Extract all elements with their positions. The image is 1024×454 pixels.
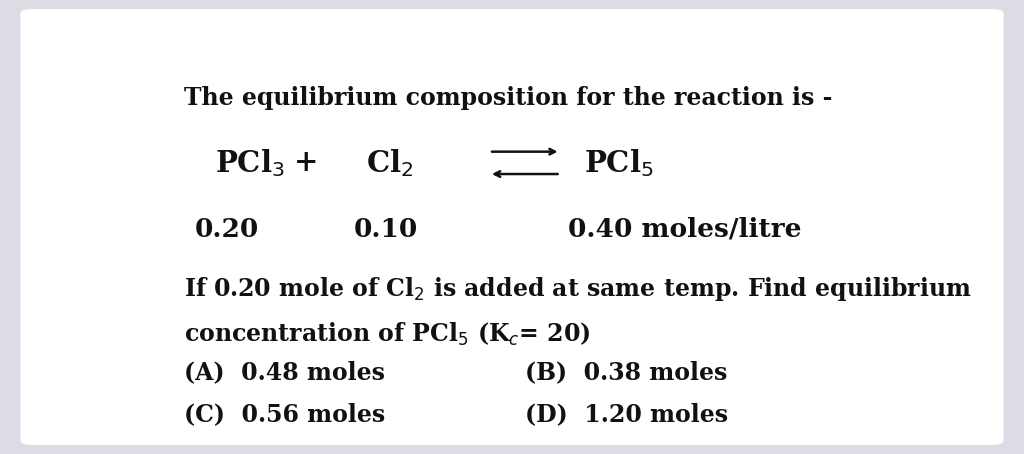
Text: 0.20: 0.20 xyxy=(196,217,259,242)
Text: (A)  0.48 moles: (A) 0.48 moles xyxy=(183,360,385,385)
Text: 0.40 moles/litre: 0.40 moles/litre xyxy=(568,217,802,242)
Text: concentration of PCl$_5$ (K$_c$= 20): concentration of PCl$_5$ (K$_c$= 20) xyxy=(183,321,590,348)
Text: (C)  0.56 moles: (C) 0.56 moles xyxy=(183,403,385,427)
Text: PCl$_5$: PCl$_5$ xyxy=(585,147,654,179)
Text: Cl$_2$: Cl$_2$ xyxy=(367,147,414,179)
Text: PCl$_3$: PCl$_3$ xyxy=(215,147,285,179)
Text: If 0.20 mole of Cl$_2$ is added at same temp. Find equilibrium: If 0.20 mole of Cl$_2$ is added at same … xyxy=(183,275,972,303)
Text: 0.10: 0.10 xyxy=(354,217,418,242)
Text: (D)  1.20 moles: (D) 1.20 moles xyxy=(524,403,728,427)
FancyBboxPatch shape xyxy=(20,9,1004,445)
Text: The equilibrium composition for the reaction is -: The equilibrium composition for the reac… xyxy=(183,86,831,110)
Text: +: + xyxy=(294,148,318,178)
Text: (B)  0.38 moles: (B) 0.38 moles xyxy=(524,360,727,385)
